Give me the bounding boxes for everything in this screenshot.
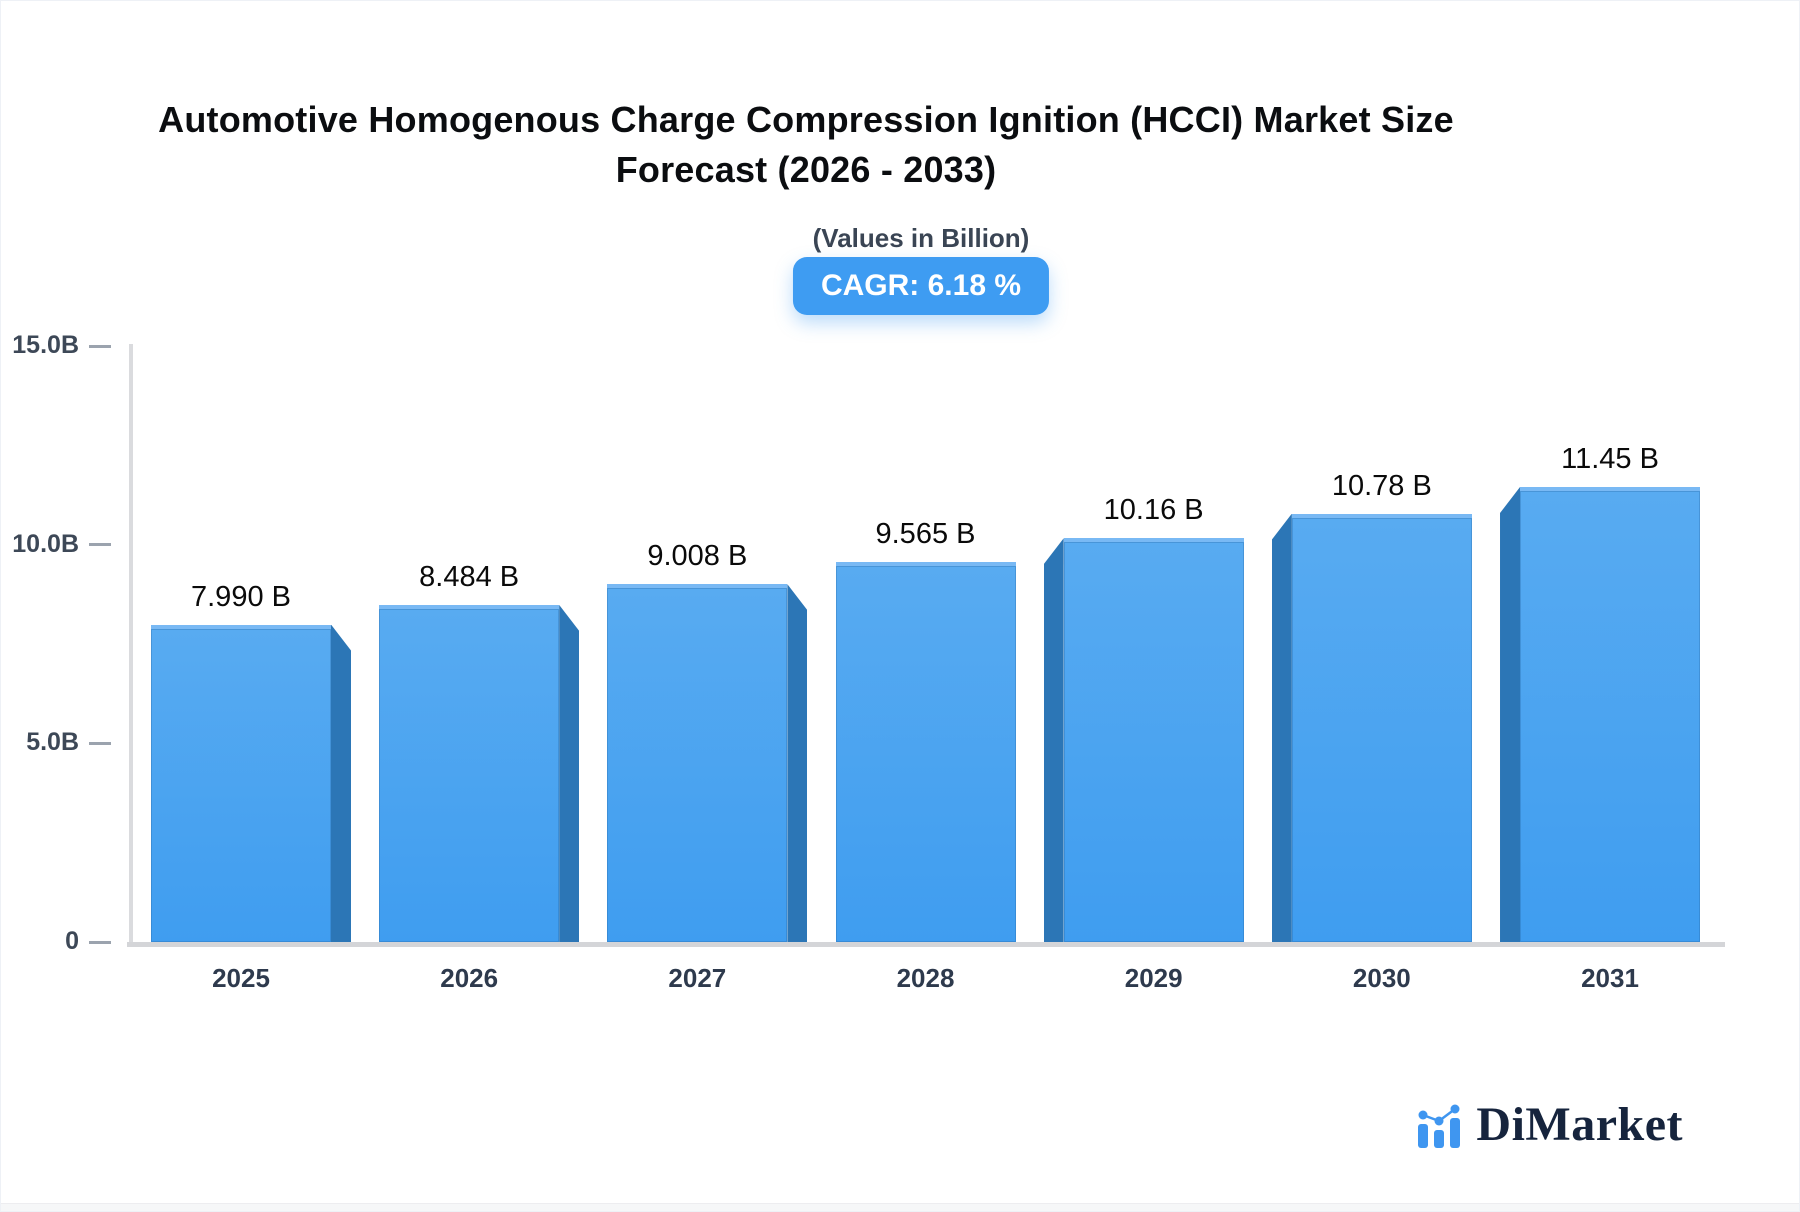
- chart-subtitle: (Values in Billion): [812, 223, 1030, 253]
- chart-title-line-1: Automotive Homogenous Charge Compression…: [158, 99, 1454, 140]
- y-tick-label: 0: [65, 927, 79, 955]
- y-tick-dash: [89, 543, 111, 547]
- x-tick-label: 2028: [896, 963, 955, 993]
- x-tick-label: 2026: [440, 963, 499, 993]
- bar-2030-side-face: [1271, 513, 1292, 942]
- cagr-badge: CAGR: 6.18 %: [792, 257, 1050, 315]
- y-tick-dash: [89, 741, 111, 745]
- y-tick-label: 10.0B: [12, 529, 79, 558]
- x-tick-label: 2031: [1581, 963, 1639, 993]
- bar-2029-side-face: [1043, 538, 1064, 942]
- y-axis-line: [129, 344, 133, 946]
- dimarket-icon: [1418, 1104, 1461, 1148]
- bar-2027: [607, 584, 788, 942]
- y-tick-dash: [89, 344, 111, 348]
- brand-logo: DiMarket: [1416, 1097, 1683, 1152]
- y-tick-dash: [89, 940, 111, 944]
- brand-name: DiMarket: [1476, 1098, 1683, 1151]
- card-bottom-strip: [1, 1203, 1799, 1211]
- chart-title: Automotive Homogenous Charge Compression…: [1, 95, 1611, 195]
- bar-value-label: 9.565 B: [875, 517, 976, 550]
- bar-2026: [379, 604, 560, 942]
- x-tick-label: 2027: [668, 963, 727, 993]
- bar-2031-side-face: [1500, 487, 1521, 942]
- bar-value-label: 8.484 B: [419, 560, 520, 593]
- chart-title-line-2: Forecast (2026 - 2033): [615, 149, 997, 190]
- bar-2026-side-face: [559, 604, 580, 942]
- bar-2030: [1291, 513, 1472, 942]
- bar-2031: [1520, 487, 1701, 942]
- bar-value-label: 10.78 B: [1331, 469, 1432, 502]
- y-tick-label: 15.0B: [12, 331, 79, 359]
- bar-value-label: 11.45 B: [1561, 443, 1659, 476]
- bar-2025-side-face: [331, 624, 351, 942]
- x-tick-label: 2030: [1352, 963, 1411, 993]
- x-axis-line: [127, 942, 1725, 947]
- bar-value-label: 10.16 B: [1103, 494, 1204, 527]
- bar-value-label: 7.990 B: [191, 580, 291, 613]
- bar-2029: [1063, 538, 1244, 942]
- x-tick-label: 2029: [1124, 963, 1183, 993]
- bar-2027-side-face: [787, 584, 808, 942]
- bar-value-label: 9.008 B: [647, 540, 748, 573]
- bar-2028: [835, 561, 1016, 942]
- x-tick-label: 2025: [212, 963, 270, 993]
- bar-2025: [151, 624, 331, 942]
- y-tick-label: 5.0B: [26, 728, 79, 757]
